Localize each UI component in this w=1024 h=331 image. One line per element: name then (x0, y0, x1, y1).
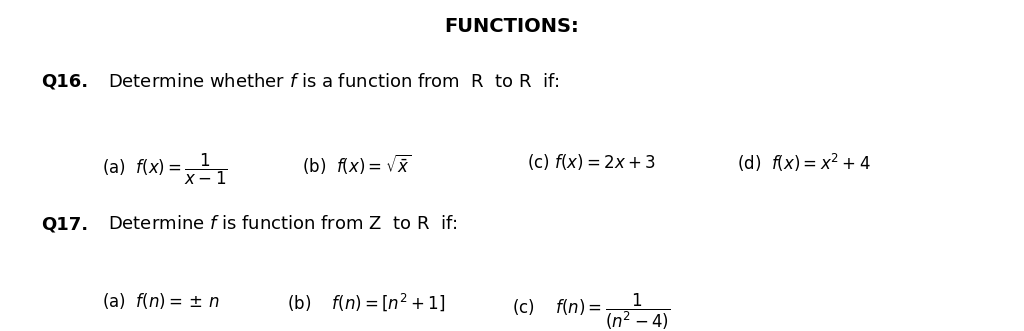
Text: (b)  $f(x) = \sqrt{\bar{x}}$: (b) $f(x) = \sqrt{\bar{x}}$ (302, 152, 412, 176)
Text: (c) $f(x) = 2x + 3$: (c) $f(x) = 2x + 3$ (527, 152, 656, 172)
Text: (d)  $f(x) = x^2 + 4$: (d) $f(x) = x^2 + 4$ (737, 152, 871, 174)
Text: Determine $f$ is function from Z  to R  if:: Determine $f$ is function from Z to R if… (108, 215, 457, 233)
Text: (a)  $f(x) = \dfrac{1}{x-1}$: (a) $f(x) = \dfrac{1}{x-1}$ (102, 152, 228, 187)
Text: (c)    $f(n) = \dfrac{1}{(n^2-4)}$: (c) $f(n) = \dfrac{1}{(n^2-4)}$ (512, 291, 671, 331)
Text: Q17.: Q17. (41, 215, 88, 233)
Text: Determine whether $f$ is a function from  R  to R  if:: Determine whether $f$ is a function from… (108, 73, 559, 91)
Text: Q16.: Q16. (41, 73, 88, 91)
Text: FUNCTIONS:: FUNCTIONS: (444, 17, 580, 35)
Text: (a)  $f(n) = \pm\, n$: (a) $f(n) = \pm\, n$ (102, 291, 220, 311)
Text: (b)    $f(n) = [n^2 + 1]$: (b) $f(n) = [n^2 + 1]$ (287, 291, 445, 313)
